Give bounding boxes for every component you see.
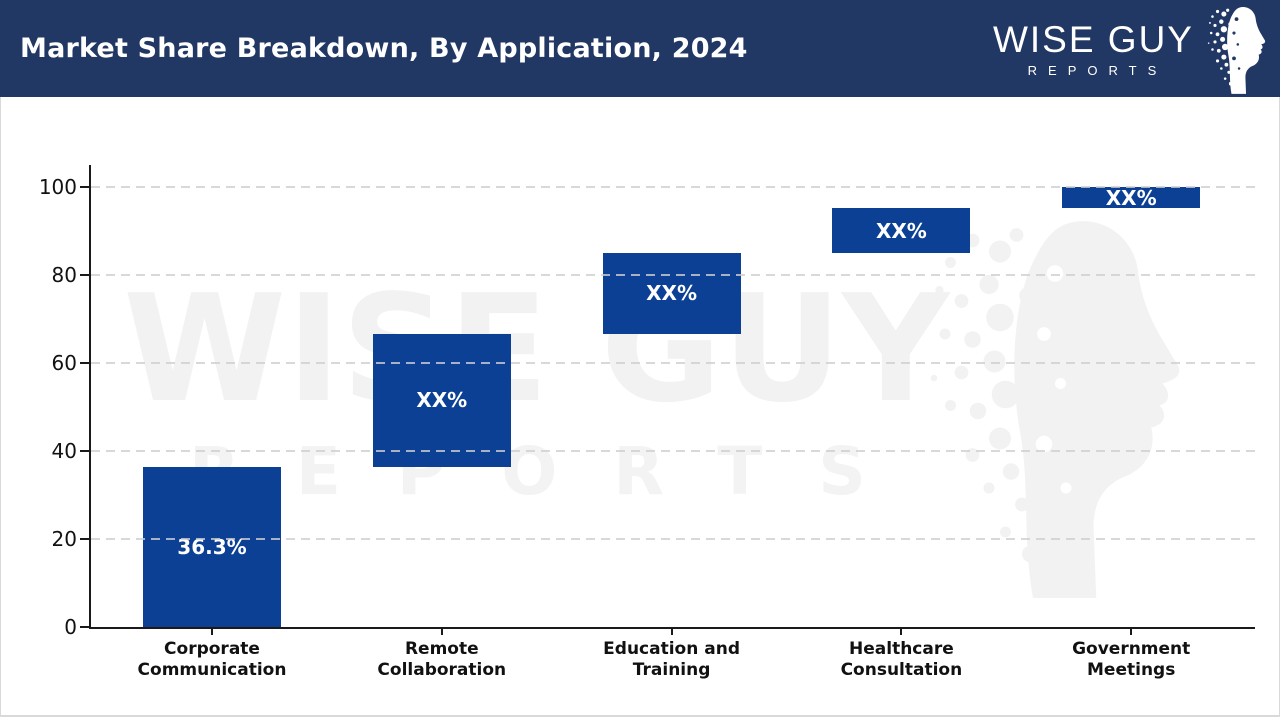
- gridline: [91, 274, 1255, 276]
- bar-value-label: XX%: [875, 218, 927, 243]
- x-tick-mark: [900, 629, 903, 635]
- gridline: [91, 450, 1255, 452]
- x-tick-mark: [440, 629, 443, 635]
- watermark-face-icon: [930, 221, 1180, 598]
- bar-value-label: 36.3%: [177, 535, 247, 560]
- bar-segment: 36.3%: [143, 467, 281, 627]
- y-tick-label: 0: [64, 615, 77, 639]
- wise-guy-logo: WISE GUY REPORTS: [993, 4, 1272, 94]
- bar-segment: XX%: [372, 333, 511, 468]
- x-axis-line: [89, 627, 1255, 629]
- watermark-text: WISE GUY: [123, 263, 950, 435]
- y-tick-label: 80: [51, 263, 77, 287]
- y-tick-mark: [80, 362, 89, 364]
- x-category-label: Remote Collaboration: [377, 639, 507, 680]
- x-category-label: Education and Training: [603, 639, 741, 680]
- bar-value-label: XX%: [416, 388, 468, 413]
- y-tick-mark: [80, 186, 89, 188]
- y-axis-line: [89, 165, 91, 629]
- bar-segment: XX%: [602, 253, 741, 334]
- y-tick-label: 20: [51, 527, 77, 551]
- y-tick-label: 100: [38, 175, 77, 199]
- y-tick-label: 60: [51, 351, 77, 375]
- watermark-subtext: REPORTS: [189, 433, 922, 510]
- bar-segment: XX%: [832, 208, 971, 254]
- logo-wordmark-line1: WISE GUY: [992, 18, 1194, 60]
- y-tick-label: 40: [51, 439, 77, 463]
- header-bar: Market Share Breakdown, By Application, …: [0, 0, 1280, 97]
- gridline: [91, 186, 1255, 188]
- x-category-label: Healthcare Consultation: [840, 639, 963, 680]
- x-tick-mark: [1130, 629, 1133, 635]
- bar-value-label: XX%: [1105, 185, 1157, 210]
- x-category-label: Corporate Communication: [137, 639, 287, 680]
- chart-area: WISE GUY REPORTS 0 20 40 60 80 100 36.3% Corpor…: [0, 97, 1280, 717]
- logo-wordmark: WISE GUY REPORTS: [993, 21, 1194, 78]
- x-tick-mark: [670, 629, 673, 635]
- logo-wordmark-line2: REPORTS: [1027, 62, 1168, 78]
- gridline: [91, 362, 1255, 364]
- y-tick-mark: [80, 538, 89, 540]
- chart-title: Market Share Breakdown, By Application, …: [20, 33, 748, 64]
- x-tick-mark: [211, 629, 213, 635]
- y-tick-mark: [80, 274, 89, 276]
- bar-value-label: XX%: [646, 281, 698, 306]
- bar-segment: XX%: [1062, 185, 1201, 210]
- y-tick-mark: [80, 626, 89, 628]
- x-category-label: Government Meetings: [1072, 639, 1191, 680]
- y-tick-mark: [80, 450, 89, 452]
- logo-face-icon: [1207, 6, 1266, 94]
- gridline: [91, 538, 1255, 540]
